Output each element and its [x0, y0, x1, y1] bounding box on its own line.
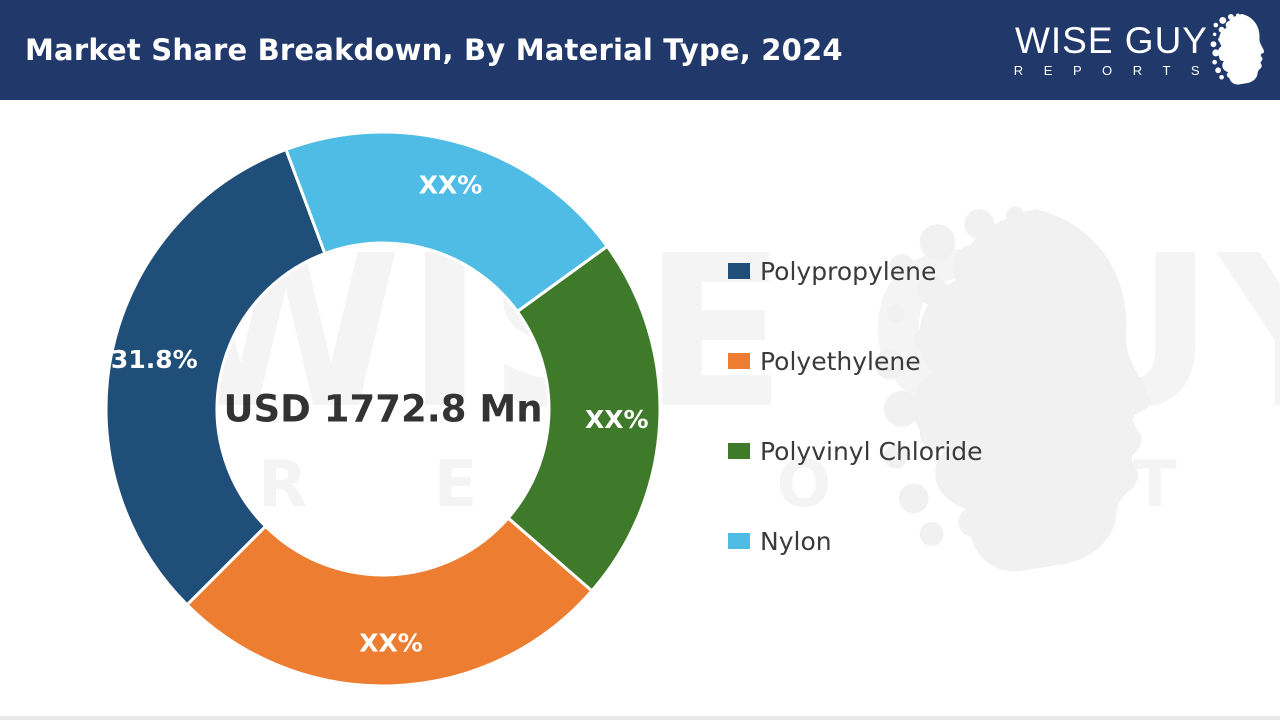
bottom-strip — [0, 716, 1280, 720]
segment-label: XX% — [359, 628, 423, 657]
legend-item-polyethylene: Polyethylene — [728, 346, 983, 376]
wiseguy-logo: WISE GUY R E P O R T S — [1014, 12, 1268, 88]
donut-segment-nylon — [284, 130, 609, 313]
logo-wordmark: WISE GUY — [1014, 20, 1208, 61]
legend-swatch-polypropylene — [728, 263, 750, 279]
legend-swatch-nylon — [728, 533, 750, 549]
wiseguy-face-icon — [1210, 13, 1265, 85]
segment-label: XX% — [419, 170, 483, 199]
donut-center-value: USD 1772.8 Mn — [223, 387, 543, 431]
legend-item-polyvinyl-chloride: Polyvinyl Chloride — [728, 436, 983, 466]
chart-legend: Polypropylene Polyethylene Polyvinyl Chl… — [728, 256, 983, 556]
legend-label: Polypropylene — [760, 256, 937, 286]
donut-segment-polyethylene — [185, 516, 594, 688]
legend-label: Polyvinyl Chloride — [760, 436, 983, 466]
segment-label: 31.8% — [111, 345, 198, 374]
page-title: Market Share Breakdown, By Material Type… — [25, 33, 843, 67]
legend-item-nylon: Nylon — [728, 526, 983, 556]
segment-label: XX% — [585, 405, 649, 434]
legend-item-polypropylene: Polypropylene — [728, 256, 983, 286]
legend-label: Nylon — [760, 526, 832, 556]
legend-swatch-polyethylene — [728, 353, 750, 369]
header-bar: Market Share Breakdown, By Material Type… — [0, 0, 1280, 100]
donut-segment-polypropylene — [104, 148, 327, 607]
legend-swatch-polyvinyl-chloride — [728, 443, 750, 459]
legend-label: Polyethylene — [760, 346, 921, 376]
donut-segment-polyvinyl-chloride — [506, 244, 662, 593]
logo-subtext: R E P O R T S — [1013, 63, 1208, 78]
